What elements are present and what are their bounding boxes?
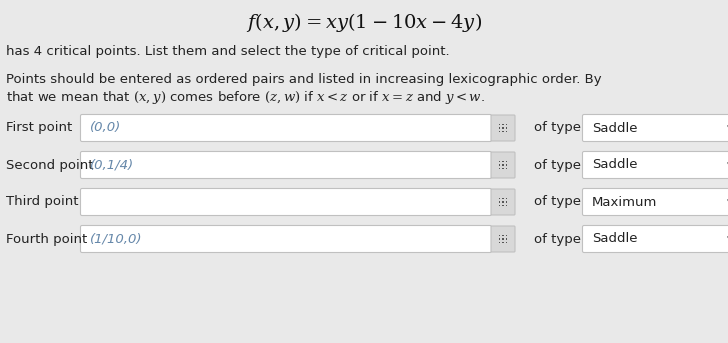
Bar — [506, 235, 507, 236]
Bar — [502, 164, 504, 166]
Bar — [499, 235, 500, 236]
Text: Fourth point: Fourth point — [6, 233, 87, 246]
Bar — [506, 205, 507, 206]
Bar — [499, 161, 500, 162]
Bar — [499, 238, 500, 240]
Bar — [506, 242, 507, 243]
FancyBboxPatch shape — [582, 189, 728, 215]
Bar — [502, 127, 504, 129]
Bar — [502, 131, 504, 132]
FancyBboxPatch shape — [491, 226, 515, 252]
Bar — [499, 205, 500, 206]
Bar — [506, 168, 507, 169]
Bar — [499, 168, 500, 169]
FancyBboxPatch shape — [582, 225, 728, 252]
Text: of type: of type — [534, 196, 581, 209]
Text: (1/10,0): (1/10,0) — [90, 233, 143, 246]
FancyBboxPatch shape — [582, 115, 728, 142]
Bar — [502, 205, 504, 206]
Bar — [502, 242, 504, 243]
Bar — [502, 201, 504, 203]
Text: ▾: ▾ — [727, 197, 728, 207]
Bar — [506, 238, 507, 240]
Bar — [499, 164, 500, 166]
Bar — [502, 198, 504, 199]
FancyBboxPatch shape — [491, 115, 515, 141]
Text: of type: of type — [534, 121, 581, 134]
Bar — [506, 198, 507, 199]
Text: Saddle: Saddle — [592, 158, 638, 172]
Bar — [506, 131, 507, 132]
Text: Saddle: Saddle — [592, 233, 638, 246]
FancyBboxPatch shape — [81, 152, 491, 178]
Text: Saddle: Saddle — [592, 121, 638, 134]
Text: ▾: ▾ — [727, 123, 728, 133]
Bar — [502, 168, 504, 169]
Bar — [506, 124, 507, 125]
Text: $f(x, y) = xy(1 - 10x - 4y)$: $f(x, y) = xy(1 - 10x - 4y)$ — [246, 11, 482, 34]
Bar — [502, 235, 504, 236]
Text: of type: of type — [534, 233, 581, 246]
FancyBboxPatch shape — [491, 189, 515, 215]
Bar — [506, 127, 507, 129]
Text: Second point: Second point — [6, 158, 93, 172]
FancyBboxPatch shape — [81, 189, 491, 215]
Text: Points should be entered as ordered pairs and listed in increasing lexicographic: Points should be entered as ordered pair… — [6, 73, 601, 86]
FancyBboxPatch shape — [81, 115, 491, 142]
Text: (0,1/4): (0,1/4) — [90, 158, 134, 172]
Bar — [499, 201, 500, 203]
Text: First point: First point — [6, 121, 72, 134]
Bar — [506, 201, 507, 203]
Bar — [502, 124, 504, 125]
Bar — [506, 161, 507, 162]
Text: of type: of type — [534, 158, 581, 172]
Bar — [502, 238, 504, 240]
FancyBboxPatch shape — [582, 152, 728, 178]
Text: ▾: ▾ — [727, 234, 728, 244]
Text: Maximum: Maximum — [592, 196, 657, 209]
Text: that we mean that $(x, y)$ comes before $(z, w)$ if $x < z$ or if $x = z$ and $y: that we mean that $(x, y)$ comes before … — [6, 88, 485, 106]
FancyBboxPatch shape — [491, 152, 515, 178]
Text: ▾: ▾ — [727, 160, 728, 170]
FancyBboxPatch shape — [81, 225, 491, 252]
Bar — [499, 124, 500, 125]
Bar — [499, 242, 500, 243]
Bar — [499, 198, 500, 199]
Bar — [506, 164, 507, 166]
Bar — [499, 127, 500, 129]
Bar — [502, 161, 504, 162]
Text: has 4 critical points. List them and select the type of critical point.: has 4 critical points. List them and sel… — [6, 46, 450, 59]
Text: Third point: Third point — [6, 196, 79, 209]
Text: (0,0): (0,0) — [90, 121, 122, 134]
Bar — [499, 131, 500, 132]
